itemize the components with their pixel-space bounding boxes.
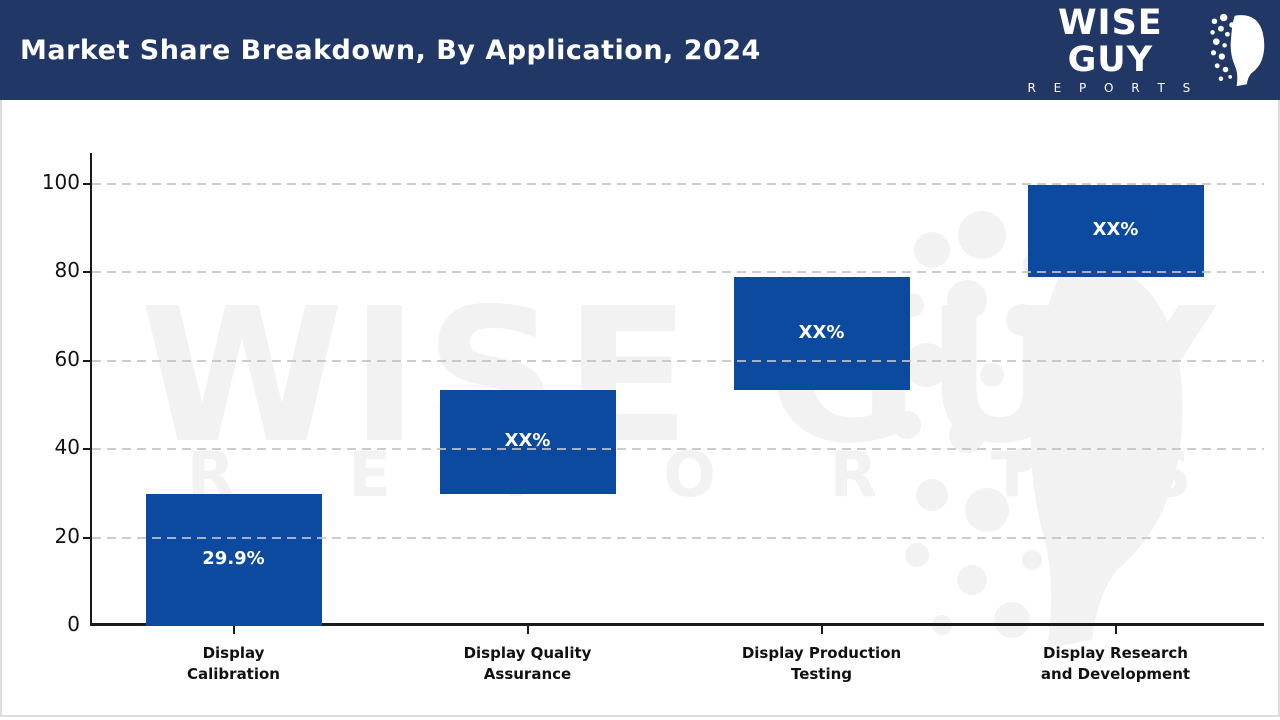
x-category-label-display-production-testing: Display Production Testing (741, 644, 902, 683)
chart-title: Market Share Breakdown, By Application, … (20, 34, 761, 66)
y-tick-label-80: 80 (54, 258, 80, 283)
logo-subtitle: R E P O R T S (1027, 80, 1198, 95)
bar-value-label-display-quality-assurance: XX% (504, 430, 551, 452)
x-category-label-display-quality-assurance: Display Quality Assurance (463, 644, 592, 683)
x-category-label-display-calibration: Display Calibration (187, 644, 280, 683)
chart-canvas: WISE GUY R E P O R T S 0 20 40 60 80 100 29.9%… (0, 100, 1280, 717)
gridline-100 (92, 182, 1264, 185)
logo-text: WISE GUY R E P O R T S (1016, 5, 1205, 95)
x-tick-mark (232, 626, 235, 634)
bar-value-label-display-calibration: 29.9% (202, 547, 265, 569)
y-tick-mark (83, 182, 91, 185)
x-category-label-display-research-and-development: Display Research and Development (1040, 644, 1191, 683)
y-tick-mark (83, 448, 91, 451)
wise-guy-reports-logo: WISE GUY R E P O R T S (1016, 5, 1266, 95)
bar-display-research-and-development: XX% (1027, 185, 1204, 277)
y-tick-label-100: 100 (41, 169, 80, 194)
gridline-80 (92, 271, 1264, 274)
gridline-20 (92, 536, 1264, 539)
y-tick-label-40: 40 (54, 435, 80, 460)
x-tick-mark (526, 626, 529, 634)
bar-display-production-testing: XX% (733, 277, 910, 390)
bar-value-label-display-research-and-development: XX% (1092, 219, 1139, 241)
bar-value-label-display-production-testing: XX% (798, 321, 845, 343)
logo-wordmark: WISE GUY (1057, 3, 1163, 80)
x-tick-mark (1114, 626, 1117, 634)
plot-area: 0 20 40 60 80 100 29.9% Display Calibration XX% D… (42, 153, 1264, 683)
y-tick-label-60: 60 (54, 346, 80, 371)
y-tick-mark (83, 536, 91, 539)
bar-display-calibration: 29.9% (145, 493, 322, 626)
y-tick-label-20: 20 (54, 523, 80, 548)
face-profile-icon (1209, 13, 1264, 87)
y-tick-mark (83, 271, 91, 274)
y-tick-mark (83, 359, 91, 362)
watermark-face-dots (893, 211, 1183, 648)
gridline-60 (92, 359, 1264, 362)
header-bar: Market Share Breakdown, By Application, … (0, 0, 1280, 100)
bar-display-quality-assurance: XX% (439, 390, 616, 494)
x-tick-mark (820, 626, 823, 634)
y-tick-label-0: 0 (67, 612, 80, 636)
gridline-40 (92, 448, 1264, 451)
